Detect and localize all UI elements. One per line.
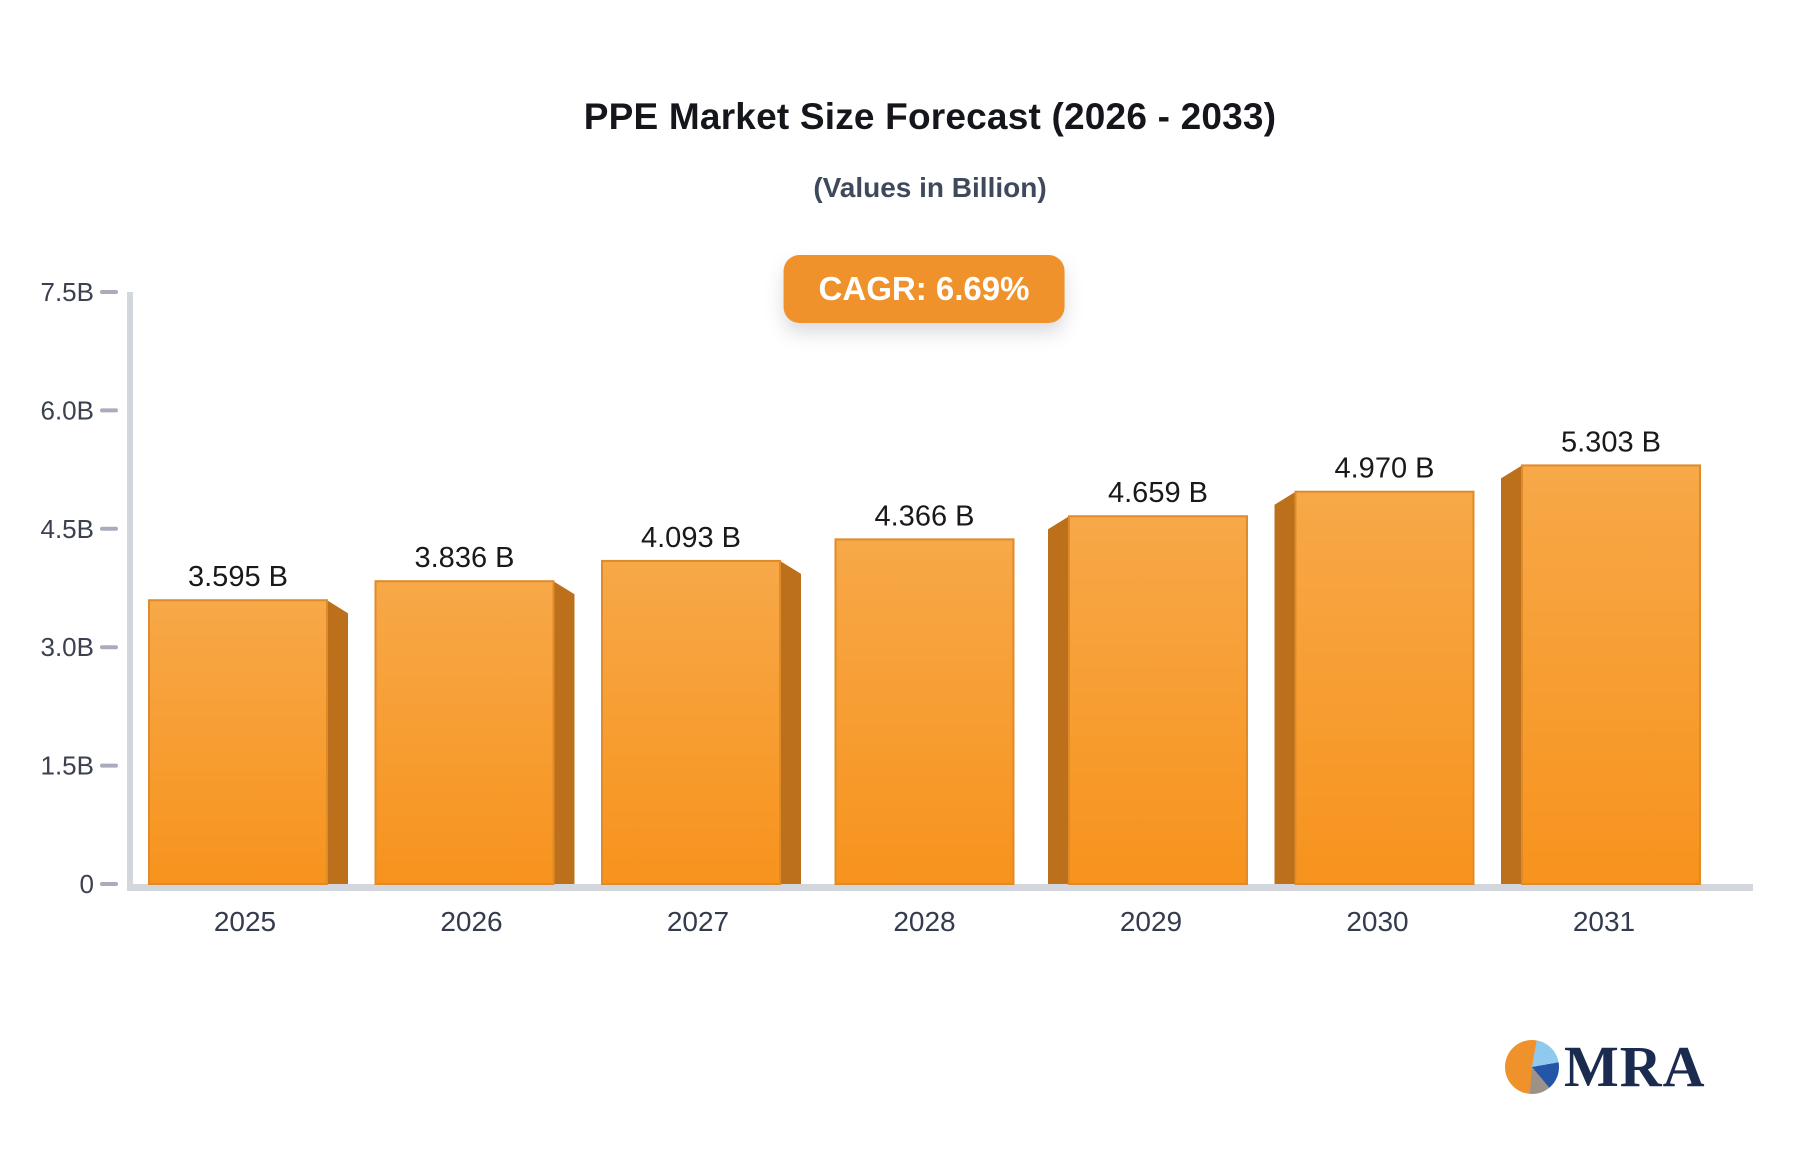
bar-value-label: 4.366 B [875,500,975,532]
bar-2027[interactable]: 4.093 B 2027 [601,522,801,937]
bar-value-label: 3.836 B [415,542,515,574]
bar-value-label: 3.595 B [188,561,288,593]
y-tick-label: 1.5B [41,751,95,781]
chart-title: PPE Market Size Forecast (2026 - 2033) [583,96,1277,137]
brand-logo-text: MRA [1564,1034,1706,1099]
bar-2031[interactable]: 5.303 B 2031 [1501,426,1701,937]
y-tick-mark [100,408,118,413]
y-tick-mark [100,645,118,650]
bar-side-face [327,600,348,884]
x-axis-line [127,884,1753,891]
y-axis-line [127,292,133,891]
bar-front-face [148,599,328,885]
cagr-badge: CAGR: 6.69% [783,255,1065,323]
bar-2030[interactable]: 4.970 B 2030 [1274,453,1475,937]
bar-side-face [1274,491,1296,884]
bar-2028[interactable]: 4.366 B 2028 [834,500,1015,937]
bar-front-face [601,559,781,885]
x-axis-label: 2030 [1346,906,1408,937]
bar-value-label: 4.970 B [1335,453,1435,485]
bar-front-face [1294,490,1475,885]
x-axis-label: 2031 [1573,906,1635,937]
bar-front-face [374,580,555,885]
y-tick-mark [100,526,118,531]
x-axis-label: 2029 [1120,906,1182,937]
y-tick-mark [100,763,118,768]
bar-side-face [1048,516,1069,884]
bar-front-face [834,538,1015,885]
brand-logo[interactable]: MRA [1505,1034,1706,1099]
y-tick-label: 6.0B [41,395,95,425]
y-tick-mark [100,882,118,886]
y-tick-label: 0 [80,869,94,899]
x-axis-label: 2028 [893,906,955,937]
bar-front-face [1068,515,1248,885]
y-tick-label: 3.0B [41,632,95,662]
cagr-badge-label: CAGR: 6.69% [818,270,1030,307]
bar-2025[interactable]: 3.595 B 2025 [148,561,348,937]
bar-side-face [780,560,801,884]
bar-2029[interactable]: 4.659 B 2029 [1048,477,1248,937]
chart-subtitle: (Values in Billion) [813,172,1047,203]
bar-front-face [1521,464,1701,885]
bar-2026[interactable]: 3.836 B 2026 [374,542,575,937]
bar-value-label: 5.303 B [1561,426,1661,458]
x-axis-label: 2025 [214,906,276,937]
x-axis-label: 2026 [440,906,502,937]
x-axis-label: 2027 [667,906,729,937]
bar-value-label: 4.659 B [1108,477,1208,509]
pie-chart-logo-icon [1505,1040,1559,1094]
y-tick-label: 7.5B [41,277,95,307]
y-tick-label: 4.5B [41,514,95,544]
bar-side-face [1501,465,1522,884]
bar-value-label: 4.093 B [641,522,741,554]
y-tick-mark [100,290,118,294]
bar-side-face [553,581,575,884]
